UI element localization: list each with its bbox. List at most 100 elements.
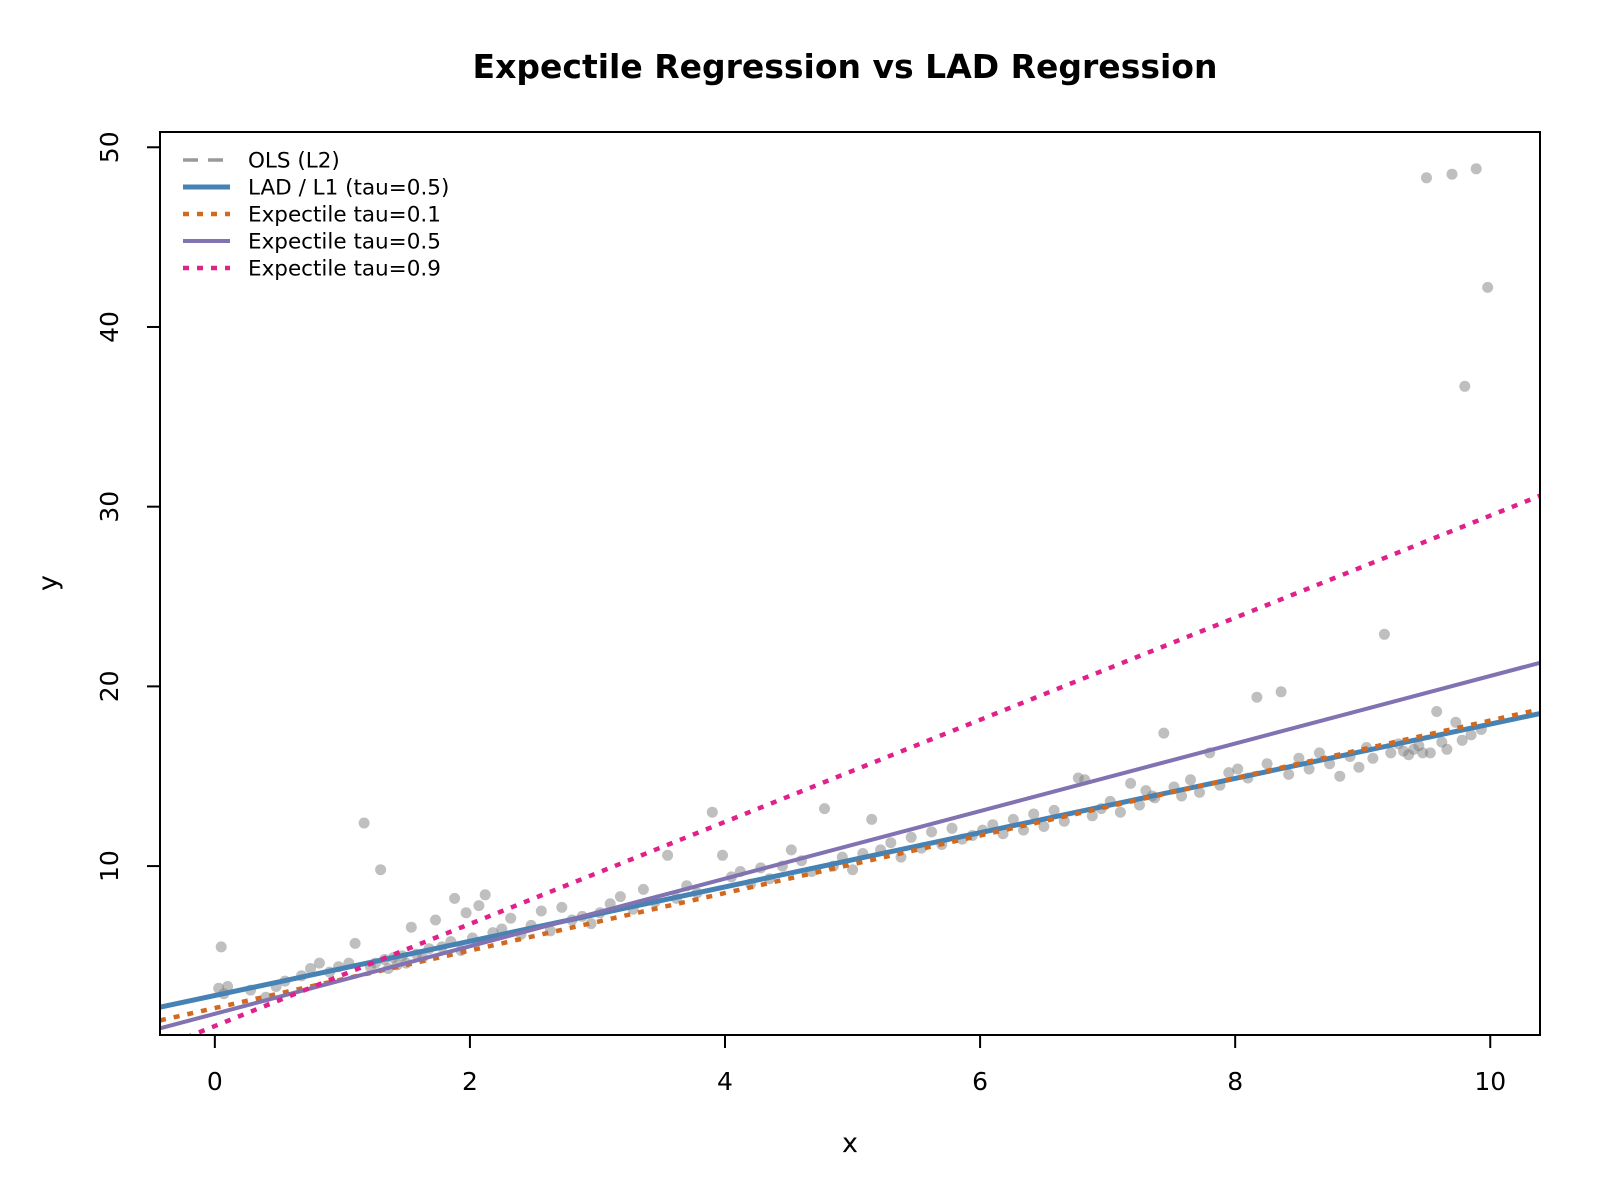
scatter-point [997,828,1009,840]
legend: OLS (L2)LAD / L1 (tau=0.5)Expectile tau=… [183,149,449,282]
scatter-point [1424,747,1436,759]
scatter-point [1465,729,1477,741]
scatter-point [1334,770,1346,782]
legend-item: Expectile tau=0.5 [183,230,441,255]
x-tick-label: 0 [207,1067,223,1096]
scatter-point [473,900,485,912]
scatter-point [1417,747,1429,759]
y-tick-label: 50 [95,131,124,163]
scatter-point [819,803,830,815]
legend-item: LAD / L1 (tau=0.5) [183,176,449,201]
legend-label: Expectile tau=0.1 [248,203,441,228]
scatter-points-layer [213,163,1494,1003]
scatter-point [1482,281,1494,293]
scatter-point [1275,686,1287,698]
scatter-point [1232,763,1244,775]
scatter-point [1446,168,1458,180]
x-tick-label: 6 [972,1067,988,1096]
scatter-point [1158,727,1170,739]
scatter-point [1251,691,1263,703]
scatter-point [866,813,878,825]
legend-item: Expectile tau=0.9 [183,257,441,282]
scatter-point [926,826,938,838]
x-tick-label: 4 [717,1067,733,1096]
scatter-point [1038,821,1050,832]
regression-line-4 [160,660,1540,1031]
y-axis-title: y [33,575,64,591]
scatter-point [1114,806,1126,818]
regression-line-5 [186,493,1540,1035]
scatter-point [556,901,568,913]
legend-item: OLS (L2) [183,149,340,174]
x-tick-label: 8 [1227,1067,1243,1096]
legend-item: Expectile tau=0.1 [183,203,441,228]
scatter-point [1303,763,1315,775]
scatter-point [706,806,718,818]
scatter-point [1459,380,1471,392]
scatter-point [1367,752,1379,764]
scatter-point [1421,172,1432,184]
regression-line-3 [160,707,1540,1023]
scatter-point [1007,813,1019,825]
scatter-point [1134,799,1145,811]
scatter-point [614,891,626,903]
scatter-point [430,914,441,926]
scatter-point [505,912,517,924]
x-tick-label: 2 [462,1067,478,1096]
scatter-point [1028,808,1040,820]
scatter-point [375,864,387,876]
x-tick-label: 10 [1474,1067,1506,1096]
scatter-point [1450,716,1462,728]
plot-frame [159,131,1541,1036]
legend-label: Expectile tau=0.5 [248,230,441,255]
scatter-point [1456,734,1468,746]
legend-label: LAD / L1 (tau=0.5) [248,176,449,201]
scatter-point [1176,790,1188,802]
scatter-point [222,981,234,992]
scatter-point [1223,767,1235,779]
y-tick-label: 20 [95,670,124,702]
scatter-point [1125,777,1137,789]
scatter-point [479,889,491,901]
scatter-point [1048,804,1060,816]
scatter-point [405,921,417,933]
y-tick-label: 30 [95,491,124,523]
legend-label: Expectile tau=0.9 [248,257,441,282]
scatter-point [847,864,859,876]
scatter-point [1058,815,1070,827]
regression-line-2 [160,711,1540,1010]
scatter-point [946,822,958,834]
scatter-point [717,849,728,861]
scatter-point [585,918,597,930]
scatter-point [305,963,316,974]
scatter-point [1261,758,1273,770]
scatter-point [460,907,472,919]
scatter-point [662,849,674,861]
chart-title: Expectile Regression vs LAD Regression [473,47,1218,86]
scatter-point [1470,163,1482,175]
scatter-point [1378,628,1390,640]
scatter-point [1283,768,1295,780]
scatter-point [449,892,461,904]
scatter-point [1353,761,1365,773]
scatter-point [885,837,897,849]
scatter-point [358,817,370,829]
y-tick-label: 40 [95,311,124,343]
scatter-point [1385,747,1397,759]
y-tick-label: 10 [95,850,124,882]
scatter-point [535,905,547,917]
scatter-point [637,883,649,895]
scatter-point [313,957,325,969]
scatter-point [1441,743,1453,755]
x-axis-title: x [842,1128,858,1159]
scatter-point [1185,774,1196,786]
scatter-point [1313,747,1325,759]
scatter-point [905,831,917,843]
scatter-point [1194,786,1205,798]
regression-lines-layer [160,493,1540,1035]
scatter-point [215,941,227,953]
scatter-point [1293,752,1305,764]
scatter-point [785,844,797,856]
